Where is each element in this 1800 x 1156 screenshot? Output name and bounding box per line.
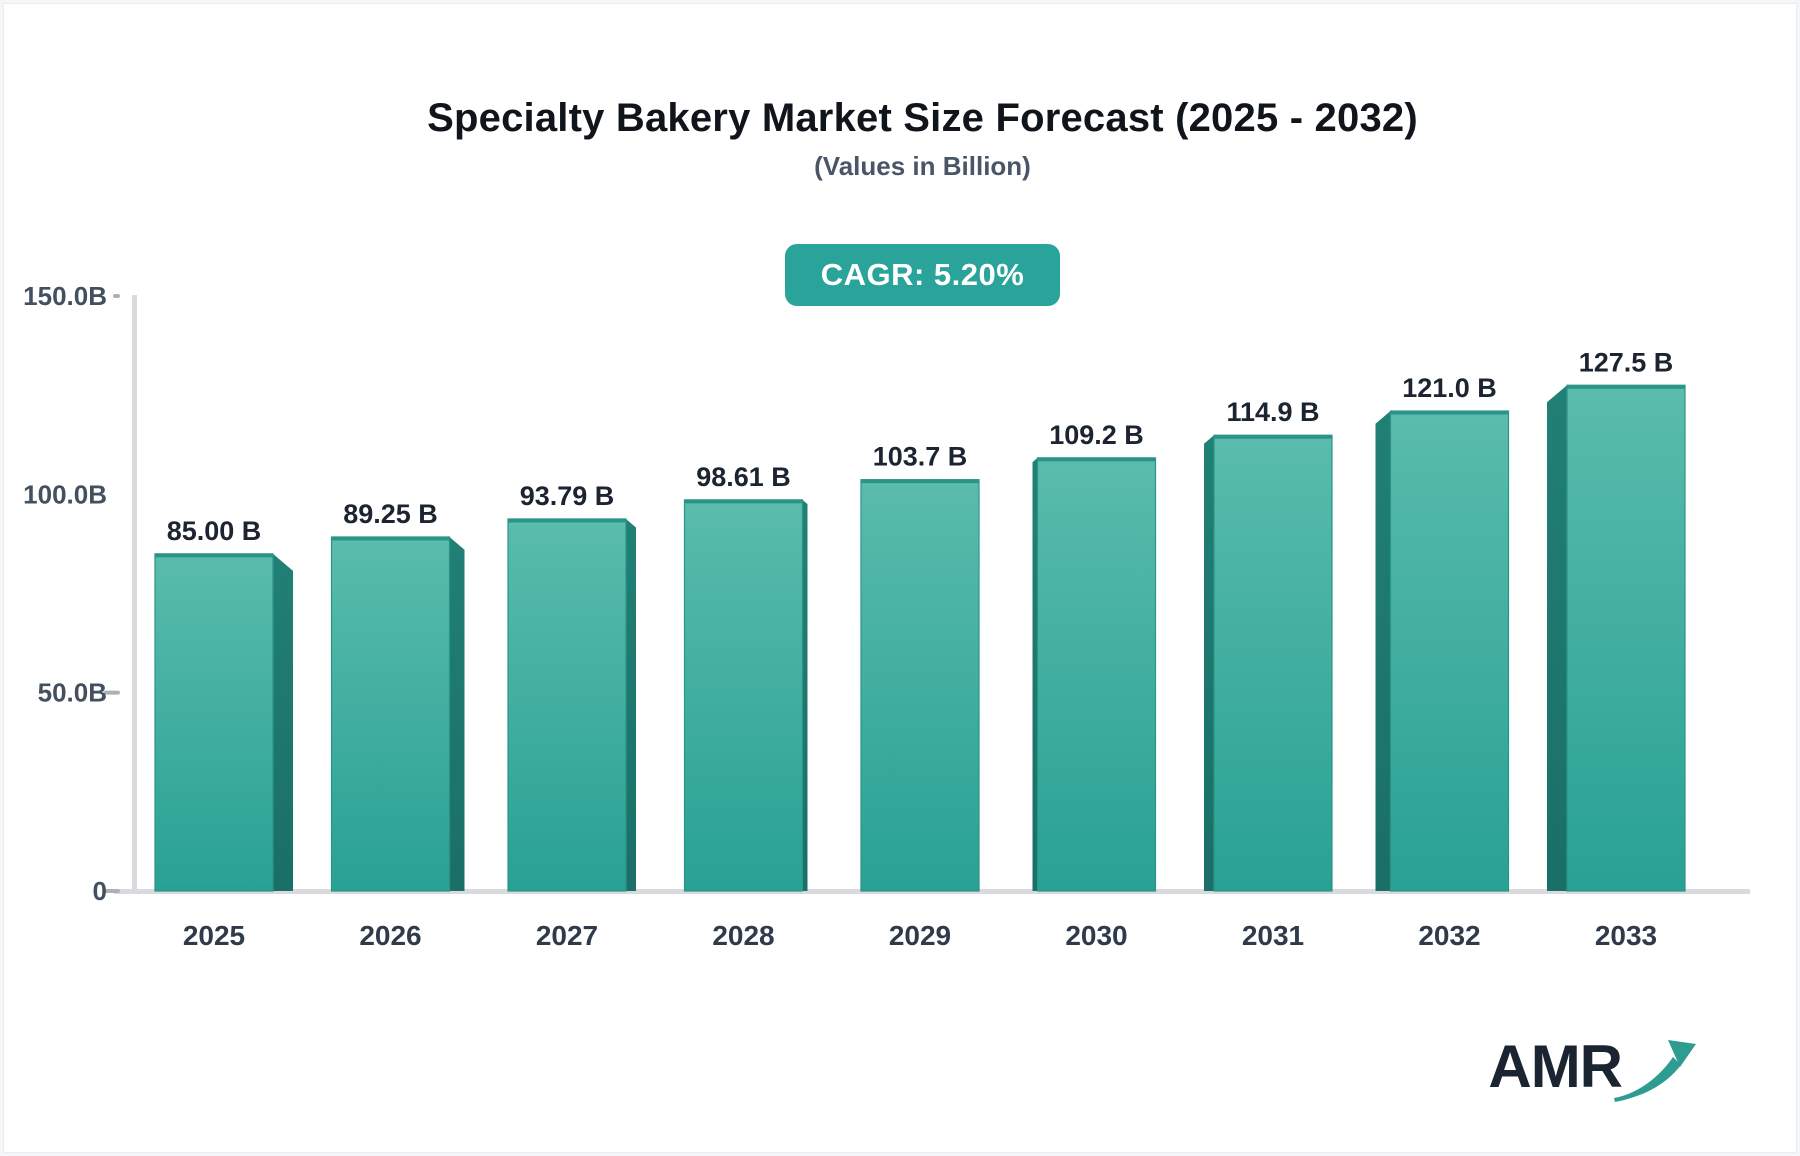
bar-value-label: 85.00 B [167, 516, 262, 546]
bar-value-label: 109.2 B [1049, 420, 1144, 450]
y-tick-label: 100.0B [23, 479, 107, 509]
x-tick-label: 2033 [1595, 920, 1657, 951]
bar-side-2030 [1032, 457, 1038, 891]
x-tick-label: 2029 [889, 920, 951, 951]
bar-value-label: 127.5 B [1579, 347, 1674, 377]
bar-side-2033 [1547, 385, 1567, 891]
bar-side-2025 [273, 553, 293, 891]
bar-side-2026 [449, 536, 465, 891]
y-tick-label: 150.0B [23, 281, 107, 311]
bar-top-edge [684, 499, 803, 504]
bar-2027 [507, 518, 627, 892]
bar-value-label: 98.61 B [696, 462, 791, 492]
x-tick-label: 2027 [536, 920, 598, 951]
bar-side-2031 [1204, 435, 1214, 891]
amr-logo-text: AMR [1488, 1033, 1623, 1100]
y-axis-line [132, 295, 137, 892]
amr-logo: AMR [1488, 1032, 1696, 1104]
chart-card: 150.0B 100.0B 50.0B 0 85.00 B 2025 89.25 B 2026… [3, 3, 1797, 1153]
bar-top-edge [1390, 411, 1509, 415]
x-tick-label: 2028 [712, 920, 774, 951]
page-title: Specialty Bakery Market Size Forecast (2… [427, 96, 1418, 140]
bar-2031 [1213, 434, 1333, 892]
bar-value-label: 93.79 B [520, 481, 615, 511]
bar-side-2028 [802, 499, 808, 891]
y-tick-label: 0 [93, 876, 107, 906]
x-tick-label: 2030 [1065, 920, 1127, 951]
x-tick-label: 2026 [359, 920, 421, 951]
bar-2025 [154, 553, 274, 892]
bar-top-edge [861, 479, 979, 484]
x-tick-label: 2032 [1418, 920, 1480, 951]
y-tick-mark [113, 294, 120, 298]
x-tick-label: 2031 [1242, 920, 1304, 951]
bar-2030 [1036, 457, 1157, 892]
bar-side-2032 [1375, 411, 1391, 891]
bar-side-2027 [626, 518, 636, 891]
bar-top-edge [331, 536, 450, 541]
chart-header: Specialty Bakery Market Size Forecast (2… [49, 4, 1796, 306]
bar-top-edge [1567, 385, 1685, 389]
y-tick-mark [104, 690, 120, 695]
bar-top-edge [155, 553, 273, 558]
bar-value-label: 121.0 B [1402, 373, 1497, 403]
bar-chart-svg: 150.0B 100.0B 50.0B 0 85.00 B 2025 89.25 B 2026… [23, 281, 1750, 951]
cagr-badge: CAGR: 5.20% [784, 244, 1061, 306]
bar-value-label: 103.7 B [873, 442, 968, 472]
bar-2033 [1566, 384, 1686, 892]
bar-2026 [330, 536, 451, 892]
bar-top-edge [1037, 457, 1156, 462]
bar-value-label: 89.25 B [343, 499, 438, 529]
bar-2028 [683, 499, 804, 892]
bar-top-edge [508, 518, 626, 523]
bar-2029 [860, 479, 980, 892]
x-tick-label: 2025 [183, 920, 245, 951]
bar-2032 [1389, 410, 1510, 892]
chart-subtitle: (Values in Billion) [814, 151, 1031, 181]
growth-arrow-icon [1614, 1040, 1696, 1102]
bar-top-edge [1214, 435, 1332, 439]
bar-value-label: 114.9 B [1226, 397, 1319, 427]
y-tick-label: 50.0B [38, 678, 107, 708]
y-tick-mark [104, 889, 120, 893]
